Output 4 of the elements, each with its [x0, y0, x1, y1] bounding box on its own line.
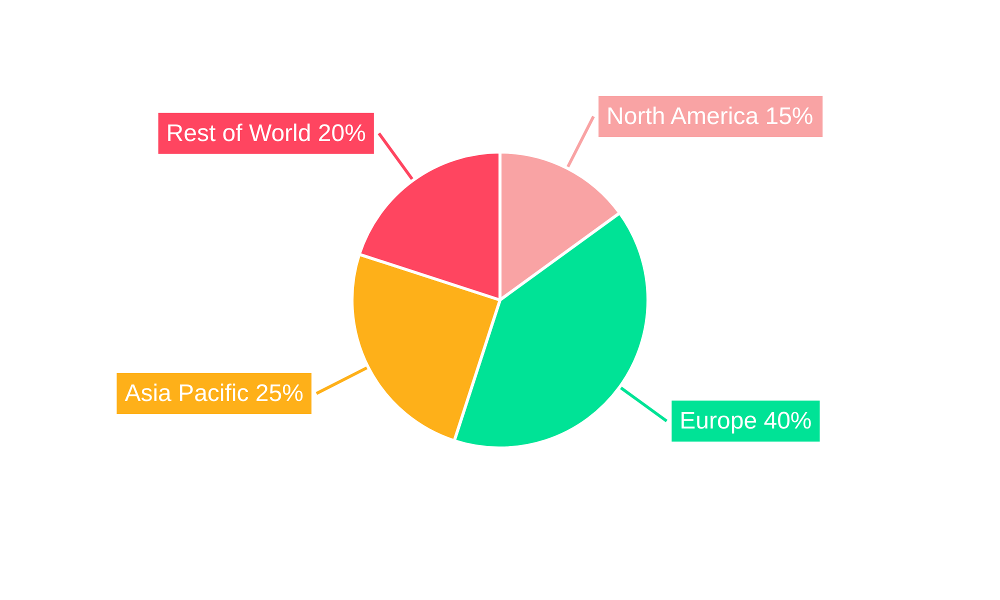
slice-label: Europe 40% — [680, 408, 812, 435]
slice-label: Rest of World 20% — [166, 120, 366, 147]
slice-label: Asia Pacific 25% — [124, 380, 304, 408]
slice-label: North America 15% — [606, 102, 814, 130]
